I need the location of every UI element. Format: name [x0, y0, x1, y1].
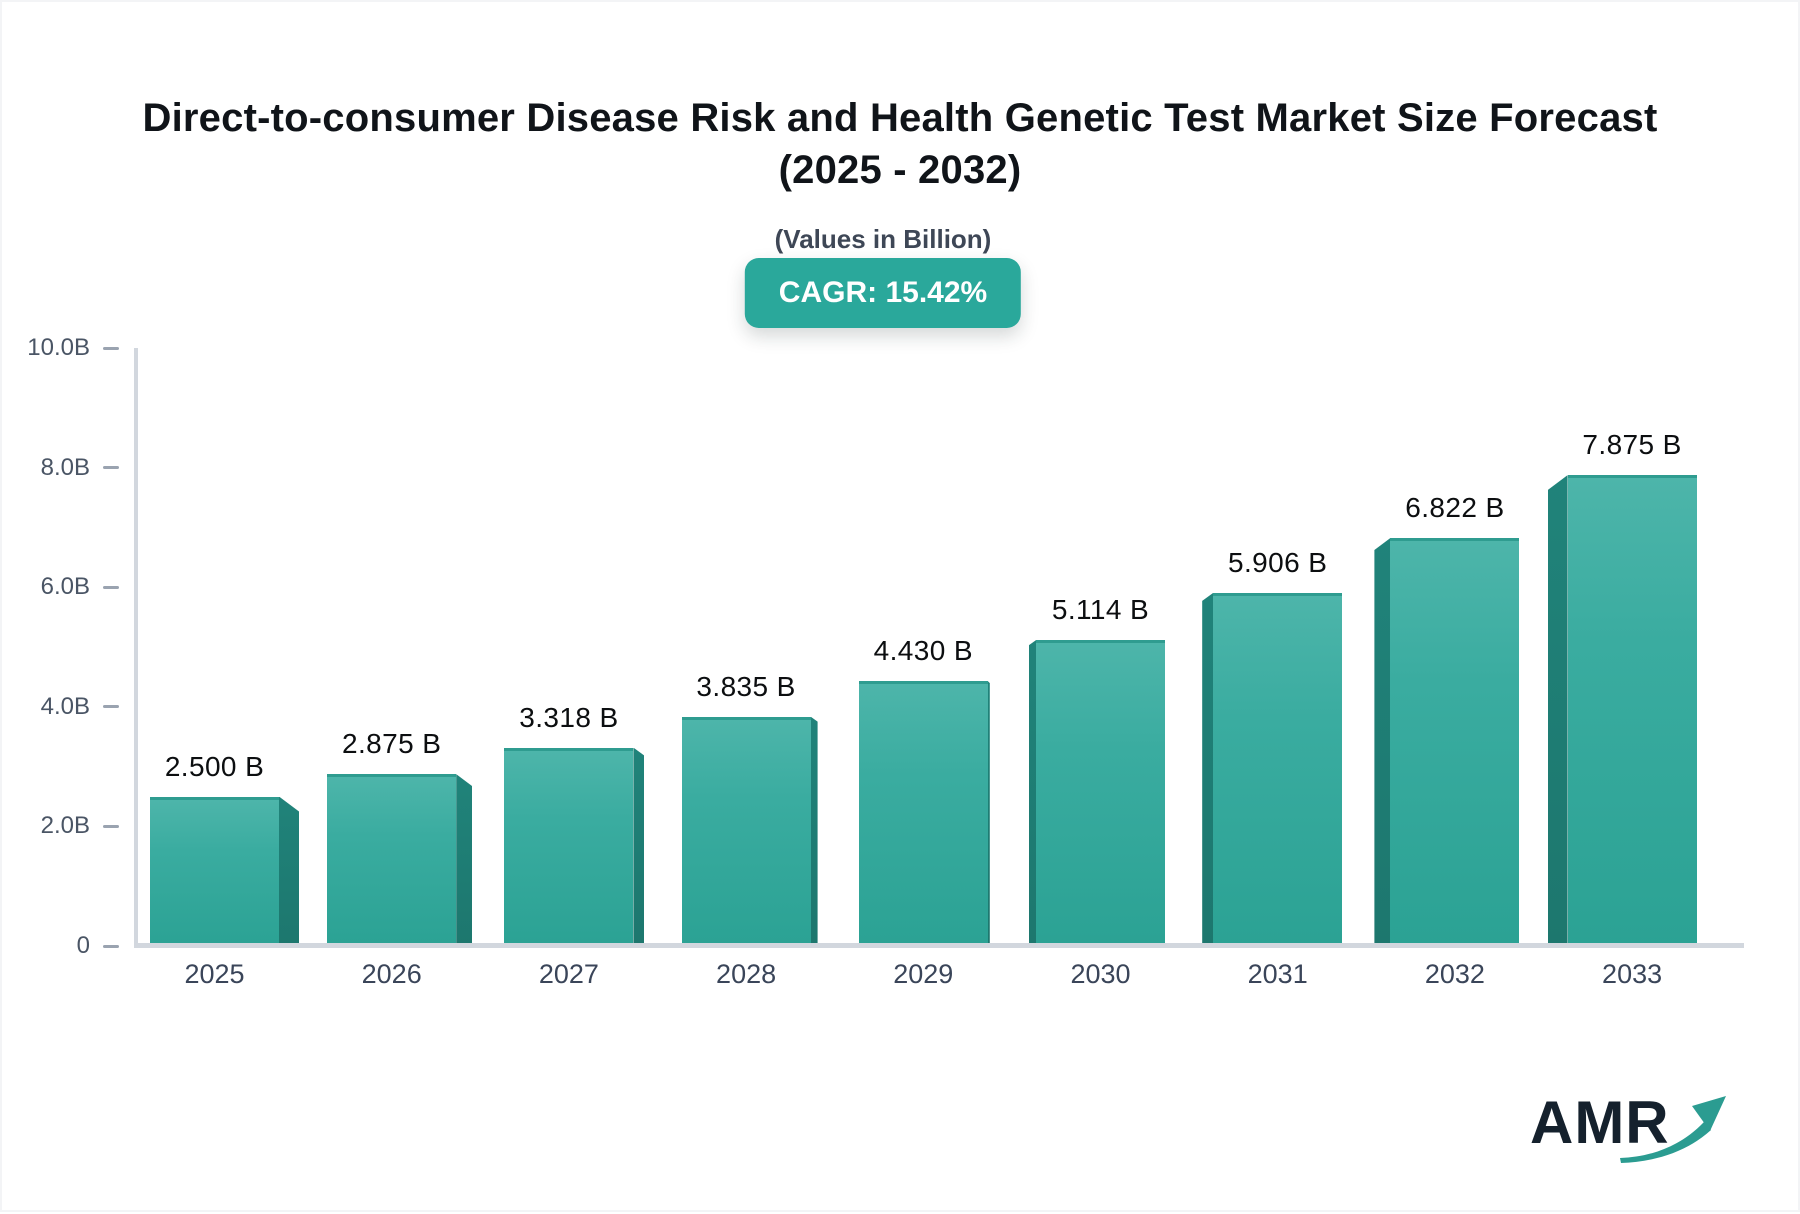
growth-arrow-icon — [1620, 1096, 1726, 1163]
bar-2027 — [504, 747, 634, 946]
x-axis-label: 2029 — [893, 959, 954, 989]
bar-side-face — [1029, 640, 1036, 946]
bar-value-label: 6.822 B — [1405, 492, 1505, 524]
x-axis-label: 2025 — [184, 959, 245, 989]
x-axis-label: 2032 — [1424, 959, 1485, 989]
x-axis-label: 2026 — [361, 959, 422, 989]
y-axis-label: 2.0B — [40, 812, 90, 840]
bar-side-face — [1374, 538, 1391, 946]
bar-2032 — [1390, 538, 1520, 946]
bar-2029 — [858, 681, 988, 946]
bar-side-face — [456, 774, 473, 946]
bar-value-label: 5.114 B — [1051, 594, 1150, 626]
y-axis-tick — [103, 705, 119, 709]
y-axis-tick — [103, 346, 119, 350]
bar-2025 — [150, 796, 279, 946]
bar-value-label: 4.430 B — [873, 635, 973, 667]
x-axis-label: 2033 — [1602, 959, 1663, 989]
y-axis-label: 6.0B — [40, 573, 90, 601]
chart-subtitle: (Values in Billion) — [774, 224, 992, 254]
y-axis-tick — [103, 466, 119, 470]
chart-title-line2: (2025 - 2032) — [778, 148, 1022, 192]
amr-logo: AMR — [1530, 1088, 1770, 1178]
bar-2031 — [1213, 592, 1343, 946]
bar-side-face — [1202, 592, 1214, 946]
amr-logo-text: AMR — [1530, 1089, 1670, 1156]
y-axis-tick — [103, 585, 119, 589]
bar-value-label: 2.500 B — [164, 750, 265, 782]
bar-2033 — [1567, 475, 1697, 946]
y-axis-tick — [103, 824, 119, 828]
x-axis-label: 2027 — [538, 959, 599, 989]
y-axis-label: 4.0B — [40, 692, 90, 720]
bar-2030 — [1036, 640, 1165, 946]
cagr-badge: CAGR: 15.42% — [744, 258, 1022, 328]
bar-value-label: 2.875 B — [342, 728, 442, 760]
bar-2026 — [327, 774, 457, 946]
x-axis-line — [134, 943, 1744, 948]
y-axis-label: 0 — [76, 932, 90, 959]
y-axis-label: 8.0B — [40, 453, 90, 481]
x-axis-label: 2028 — [716, 959, 777, 989]
bar-side-face — [279, 796, 299, 946]
y-axis-label: 10.0B — [27, 334, 90, 361]
x-axis-label: 2031 — [1247, 959, 1308, 989]
y-axis-tick — [103, 944, 119, 948]
y-axis-line — [134, 348, 138, 948]
bar-value-label: 7.875 B — [1582, 429, 1682, 461]
bar-side-face — [810, 716, 818, 946]
bar-value-label: 3.835 B — [696, 670, 796, 702]
bar-side-face — [987, 681, 990, 946]
bar-value-label: 5.906 B — [1228, 546, 1328, 578]
chart-title-line1: Direct-to-consumer Disease Risk and Heal… — [142, 96, 1658, 140]
bar-value-label: 3.318 B — [519, 701, 619, 733]
bar-side-face — [633, 747, 645, 946]
x-axis-label: 2030 — [1070, 959, 1131, 989]
bar-side-face — [1547, 475, 1568, 946]
bar-2028 — [681, 716, 811, 946]
